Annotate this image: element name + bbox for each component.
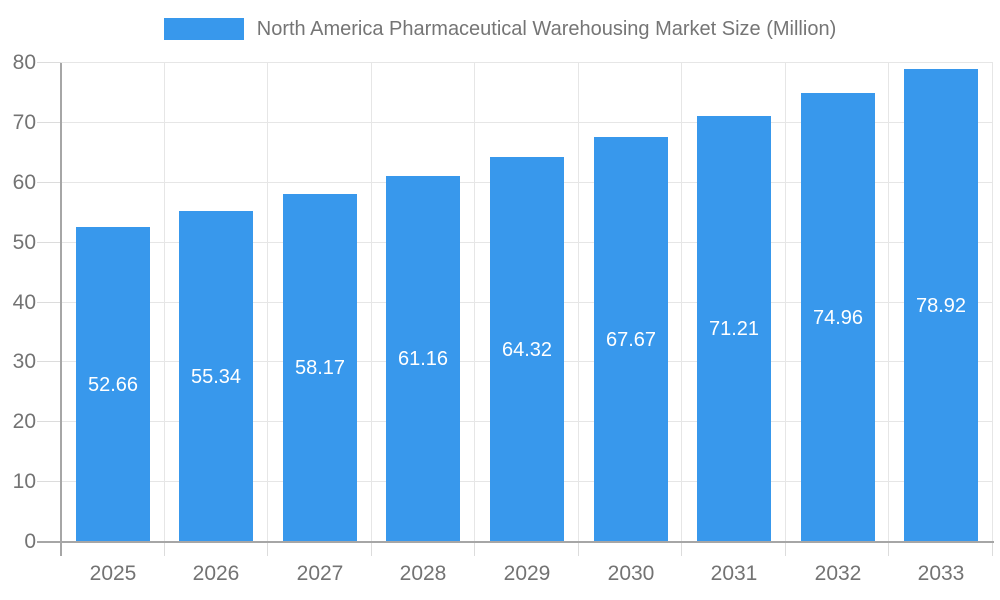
bar-2026[interactable]: 55.34	[179, 211, 253, 542]
x-tick-9	[992, 543, 993, 556]
legend[interactable]: North America Pharmaceutical Warehousing…	[0, 17, 1000, 41]
chart-title: North America Pharmaceutical Warehousing…	[256, 18, 837, 40]
y-tick-80	[37, 62, 61, 63]
x-tick-3	[371, 543, 372, 556]
y-tick-60	[37, 182, 61, 183]
bar-2025[interactable]: 52.66	[76, 227, 150, 542]
bar-value-label-2027: 58.17	[294, 357, 346, 379]
x-axis-label-2026: 2026	[192, 562, 240, 585]
y-tick-10	[37, 481, 61, 482]
x-axis-label-2031: 2031	[710, 562, 758, 585]
y-axis-label-80: 80	[12, 51, 36, 74]
y-axis-line	[60, 63, 62, 556]
y-tick-40	[37, 302, 61, 303]
bar-2032[interactable]: 74.96	[801, 93, 875, 542]
bar-value-label-2025: 52.66	[87, 373, 139, 396]
bar-2028[interactable]: 61.16	[386, 176, 460, 542]
y-axis-label-30: 30	[12, 350, 36, 373]
y-tick-70	[37, 122, 61, 123]
bar-2030[interactable]: 67.67	[594, 137, 668, 542]
x-axis-label-2032: 2032	[814, 562, 862, 585]
x-axis-label-2027: 2027	[296, 562, 344, 585]
y-axis-label-40: 40	[12, 291, 36, 314]
y-tick-20	[37, 421, 61, 422]
bar-value-label-2031: 71.21	[708, 318, 760, 340]
x-tick-7	[785, 543, 786, 556]
bar-2033[interactable]: 78.92	[904, 69, 978, 542]
bar-value-label-2026: 55.34	[190, 365, 242, 388]
y-tick-50	[37, 242, 61, 243]
y-axis-label-70: 70	[12, 111, 36, 134]
legend-swatch	[163, 18, 244, 40]
y-axis-label-60: 60	[12, 171, 36, 194]
bar-2027[interactable]: 58.17	[283, 194, 357, 542]
bar-value-label-2033: 78.92	[915, 294, 967, 317]
x-tick-2	[267, 543, 268, 556]
x-tick-8	[888, 543, 889, 556]
bar-value-label-2029: 64.32	[501, 338, 553, 361]
y-axis-label-50: 50	[12, 231, 36, 254]
x-axis-line	[37, 541, 994, 543]
x-axis-label-2030: 2030	[607, 562, 655, 585]
y-tick-30	[37, 361, 61, 362]
bar-2029[interactable]: 64.32	[490, 157, 564, 542]
x-axis-label-2029: 2029	[503, 562, 551, 585]
x-tick-6	[681, 543, 682, 556]
x-axis-label-2028: 2028	[399, 562, 447, 585]
x-axis-label-2025: 2025	[89, 562, 137, 585]
x-tick-1	[164, 543, 165, 556]
y-axis-label-10: 10	[12, 470, 36, 493]
x-tick-4	[474, 543, 475, 556]
bar-2031[interactable]: 71.21	[697, 116, 771, 542]
y-axis-label-0: 0	[24, 530, 36, 553]
bar-value-label-2032: 74.96	[812, 306, 864, 329]
y-axis-label-20: 20	[12, 410, 36, 433]
bar-value-label-2028: 61.16	[397, 348, 449, 370]
x-tick-5	[578, 543, 579, 556]
bar-value-label-2030: 67.67	[605, 328, 657, 351]
x-axis-label-2033: 2033	[917, 562, 965, 585]
